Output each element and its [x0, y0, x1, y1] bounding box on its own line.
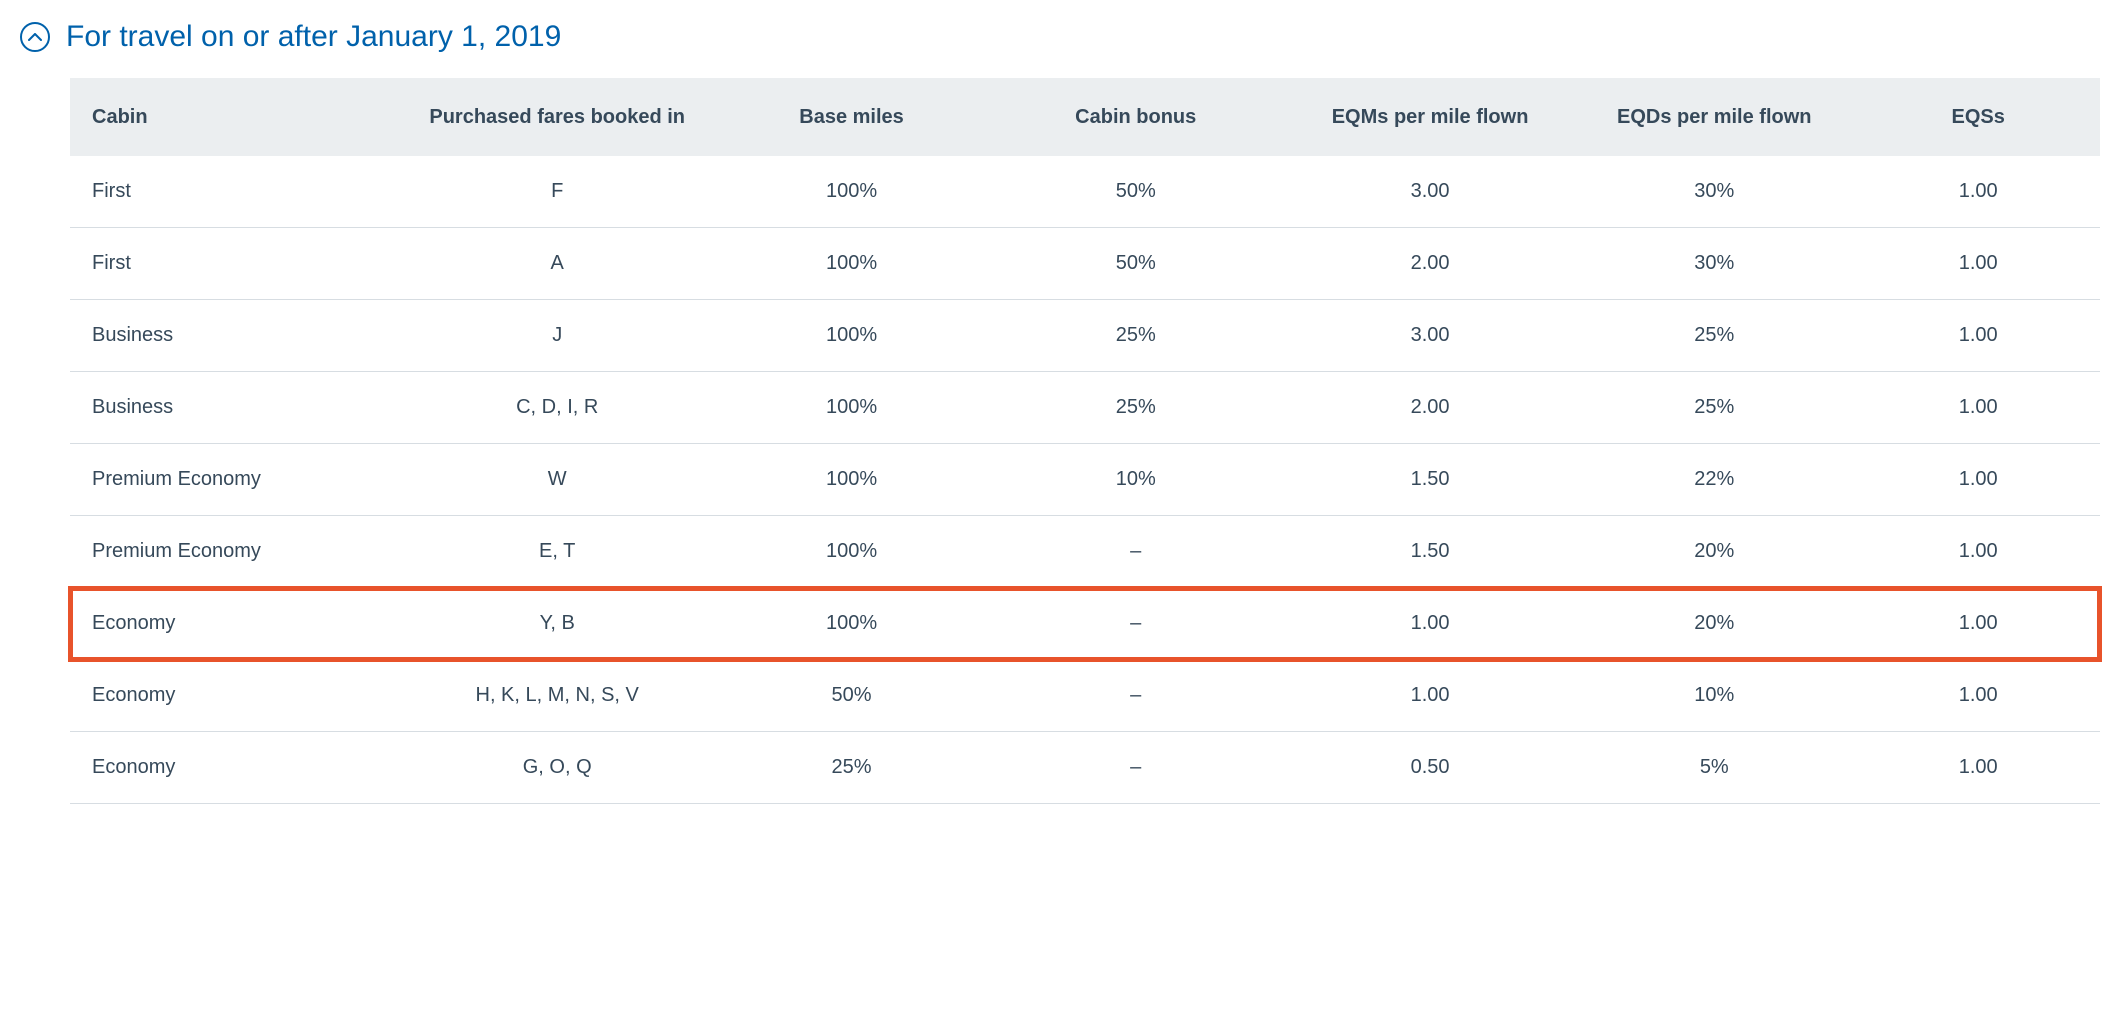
table-cell: 1.00 [1856, 300, 2100, 372]
table-cell: J [395, 300, 720, 372]
table-cell: 1.00 [1856, 228, 2100, 300]
col-cabin: Cabin [70, 78, 395, 156]
table-row: EconomyH, K, L, M, N, S, V50%–1.0010%1.0… [70, 660, 2100, 732]
table-cell: 1.00 [1856, 156, 2100, 228]
table-cell: 100% [720, 516, 984, 588]
table-cell: 1.00 [1856, 732, 2100, 804]
table-cell: 25% [1572, 372, 1856, 444]
table-cell: Premium Economy [70, 516, 395, 588]
table-cell: 10% [983, 444, 1288, 516]
table-cell: Economy [70, 588, 395, 660]
table-cell: 1.50 [1288, 444, 1572, 516]
table-cell: A [395, 228, 720, 300]
col-base-miles: Base miles [720, 78, 984, 156]
earning-table-container: Cabin Purchased fares booked in Base mil… [20, 78, 2100, 804]
table-cell: E, T [395, 516, 720, 588]
table-cell: – [983, 588, 1288, 660]
table-cell: 25% [720, 732, 984, 804]
table-cell: Y, B [395, 588, 720, 660]
table-cell: C, D, I, R [395, 372, 720, 444]
table-cell: 2.00 [1288, 228, 1572, 300]
table-cell: 1.00 [1856, 372, 2100, 444]
table-cell: 50% [720, 660, 984, 732]
earning-table: Cabin Purchased fares booked in Base mil… [70, 78, 2100, 804]
table-cell: – [983, 732, 1288, 804]
table-cell: 100% [720, 444, 984, 516]
table-cell: 3.00 [1288, 300, 1572, 372]
table-cell: 25% [983, 372, 1288, 444]
table-cell: 2.00 [1288, 372, 1572, 444]
table-row: FirstA100%50%2.0030%1.00 [70, 228, 2100, 300]
table-cell: 25% [1572, 300, 1856, 372]
table-cell: First [70, 156, 395, 228]
table-cell: 20% [1572, 516, 1856, 588]
col-cabin-bonus: Cabin bonus [983, 78, 1288, 156]
table-cell: – [983, 660, 1288, 732]
accordion-title: For travel on or after January 1, 2019 [66, 20, 561, 54]
table-cell: 30% [1572, 228, 1856, 300]
col-eqs: EQSs [1856, 78, 2100, 156]
col-eqd: EQDs per mile flown [1572, 78, 1856, 156]
table-row: BusinessC, D, I, R100%25%2.0025%1.00 [70, 372, 2100, 444]
table-cell: 100% [720, 228, 984, 300]
table-row: Premium EconomyW100%10%1.5022%1.00 [70, 444, 2100, 516]
table-cell: 100% [720, 156, 984, 228]
table-cell: Economy [70, 660, 395, 732]
table-cell: 0.50 [1288, 732, 1572, 804]
table-cell: 50% [983, 156, 1288, 228]
table-cell: 30% [1572, 156, 1856, 228]
table-cell: Economy [70, 732, 395, 804]
table-cell: 22% [1572, 444, 1856, 516]
table-cell: Business [70, 300, 395, 372]
table-cell: Premium Economy [70, 444, 395, 516]
table-body: FirstF100%50%3.0030%1.00FirstA100%50%2.0… [70, 156, 2100, 804]
table-cell: Business [70, 372, 395, 444]
table-cell: G, O, Q [395, 732, 720, 804]
table-cell: 100% [720, 300, 984, 372]
table-cell: 1.00 [1288, 588, 1572, 660]
table-cell: 1.00 [1856, 588, 2100, 660]
table-cell: 50% [983, 228, 1288, 300]
col-eqm: EQMs per mile flown [1288, 78, 1572, 156]
table-cell: 20% [1572, 588, 1856, 660]
table-cell: First [70, 228, 395, 300]
table-cell: 1.00 [1856, 444, 2100, 516]
table-cell: 5% [1572, 732, 1856, 804]
table-cell: 1.50 [1288, 516, 1572, 588]
accordion-toggle[interactable]: For travel on or after January 1, 2019 [20, 20, 2100, 54]
table-header-row: Cabin Purchased fares booked in Base mil… [70, 78, 2100, 156]
table-cell: H, K, L, M, N, S, V [395, 660, 720, 732]
col-fares: Purchased fares booked in [395, 78, 720, 156]
table-cell: W [395, 444, 720, 516]
table-cell: 100% [720, 588, 984, 660]
chevron-up-icon [20, 22, 50, 52]
table-row: EconomyG, O, Q25%–0.505%1.00 [70, 732, 2100, 804]
table-row: EconomyY, B100%–1.0020%1.00 [70, 588, 2100, 660]
table-cell: 10% [1572, 660, 1856, 732]
table-cell: 1.00 [1856, 660, 2100, 732]
table-cell: 25% [983, 300, 1288, 372]
table-row: BusinessJ100%25%3.0025%1.00 [70, 300, 2100, 372]
table-row: FirstF100%50%3.0030%1.00 [70, 156, 2100, 228]
table-cell: – [983, 516, 1288, 588]
table-row: Premium EconomyE, T100%–1.5020%1.00 [70, 516, 2100, 588]
table-cell: 1.00 [1856, 516, 2100, 588]
table-cell: 100% [720, 372, 984, 444]
table-cell: 3.00 [1288, 156, 1572, 228]
table-cell: 1.00 [1288, 660, 1572, 732]
table-cell: F [395, 156, 720, 228]
